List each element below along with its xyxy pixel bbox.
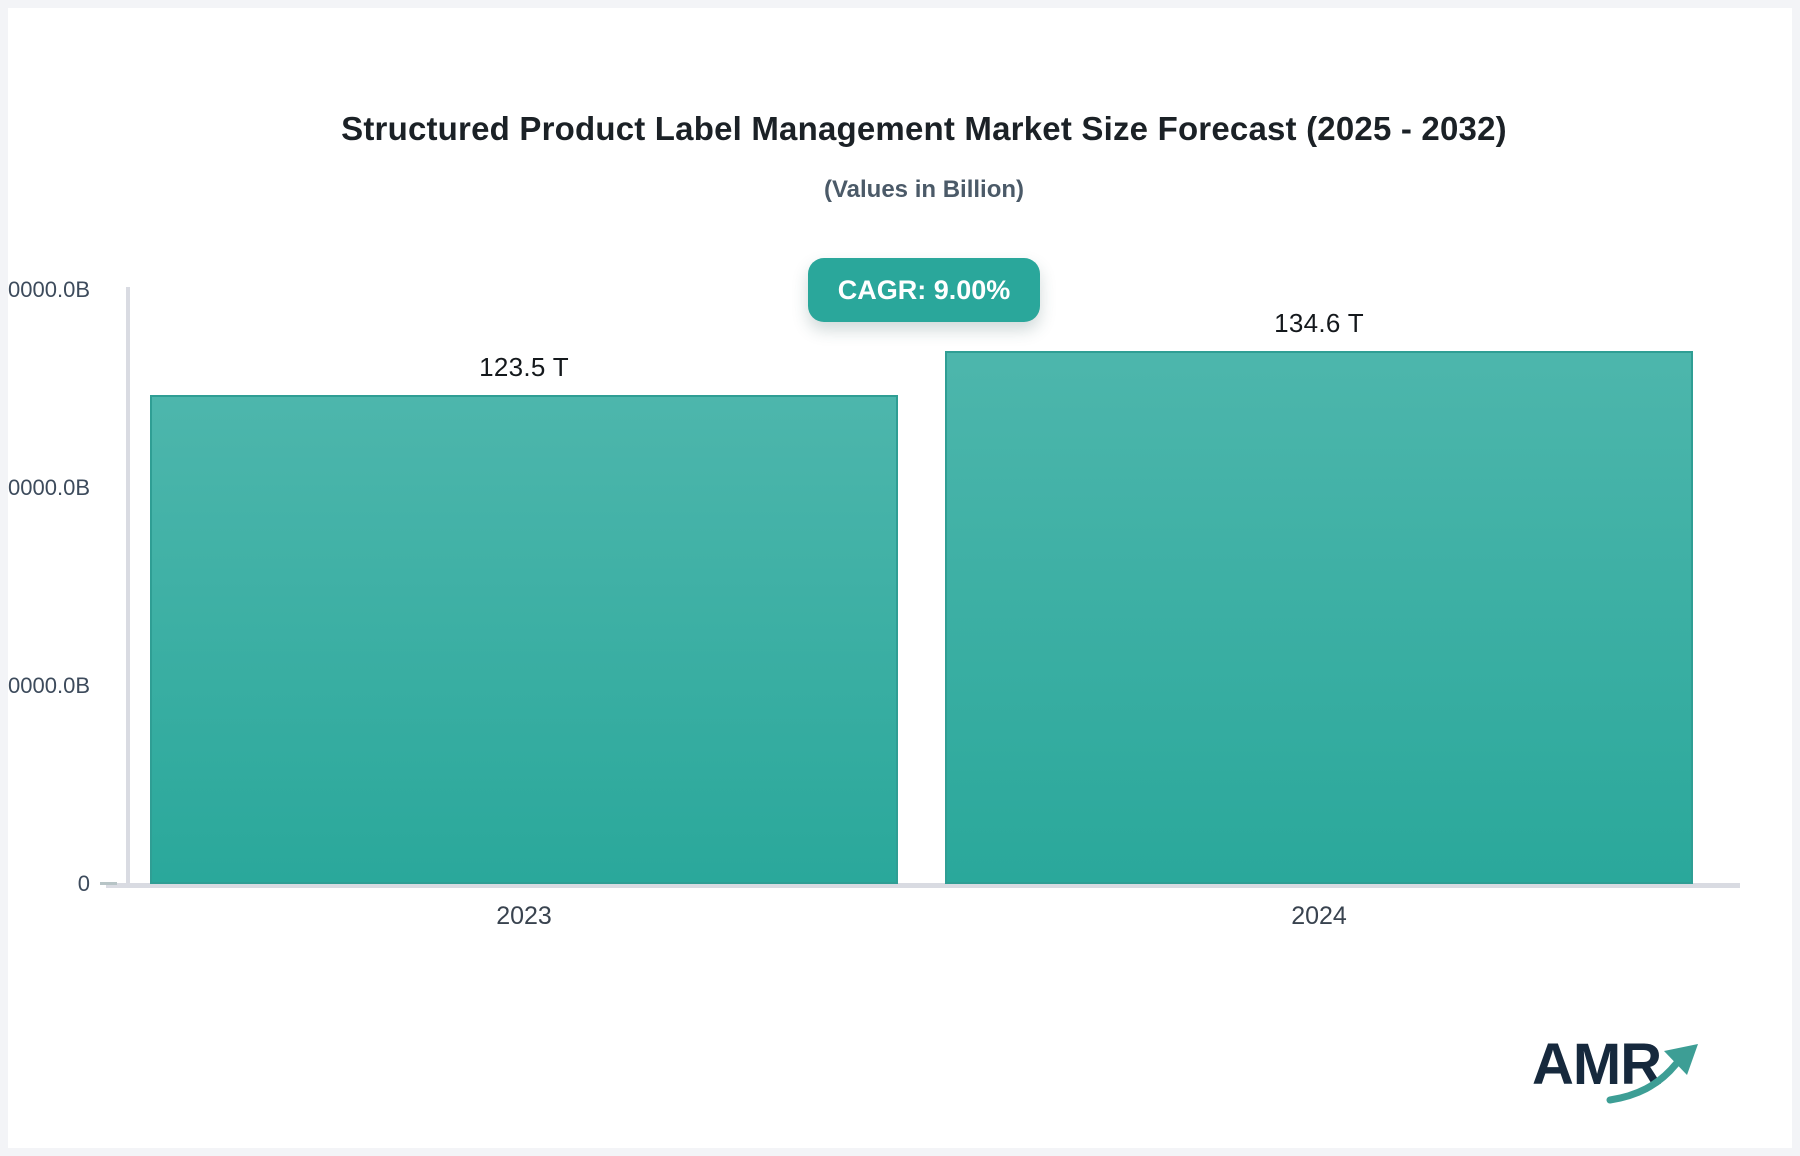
amr-logo: AMR [1532, 1036, 1712, 1116]
bar-value-label: 123.5 T [479, 352, 569, 382]
y-tick-label: 50000.0B [0, 673, 90, 698]
cagr-badge-row: CAGR: 9.00% [48, 258, 1800, 322]
cagr-badge: CAGR: 9.00% [807, 258, 1041, 322]
chart-title: Structured Product Label Management Mark… [341, 110, 1507, 147]
bar-2024[interactable] [945, 351, 1693, 884]
x-axis-line [106, 883, 1740, 888]
bar-group-2023: 123.5 T [150, 290, 898, 884]
y-tick-label: 0 [77, 871, 90, 896]
y-tick-label: 150000.0B [0, 277, 90, 302]
zero-tick-mark [100, 882, 117, 885]
x-tick-label-2024: 2024 [1291, 902, 1347, 930]
y-tick-label: 100000.0B [0, 475, 90, 500]
growth-arrow-icon [1606, 1044, 1698, 1104]
bar-group-2024: 134.6 T [945, 290, 1693, 884]
bar-2023[interactable] [150, 395, 898, 884]
x-tick-label-2023: 2023 [496, 902, 552, 930]
chart-subtitle: (Values in Billion) [823, 176, 1025, 203]
bar-value-label: 134.6 T [1274, 308, 1364, 338]
amr-logo-text: AMR [1532, 1032, 1662, 1097]
y-axis-line [126, 287, 130, 888]
